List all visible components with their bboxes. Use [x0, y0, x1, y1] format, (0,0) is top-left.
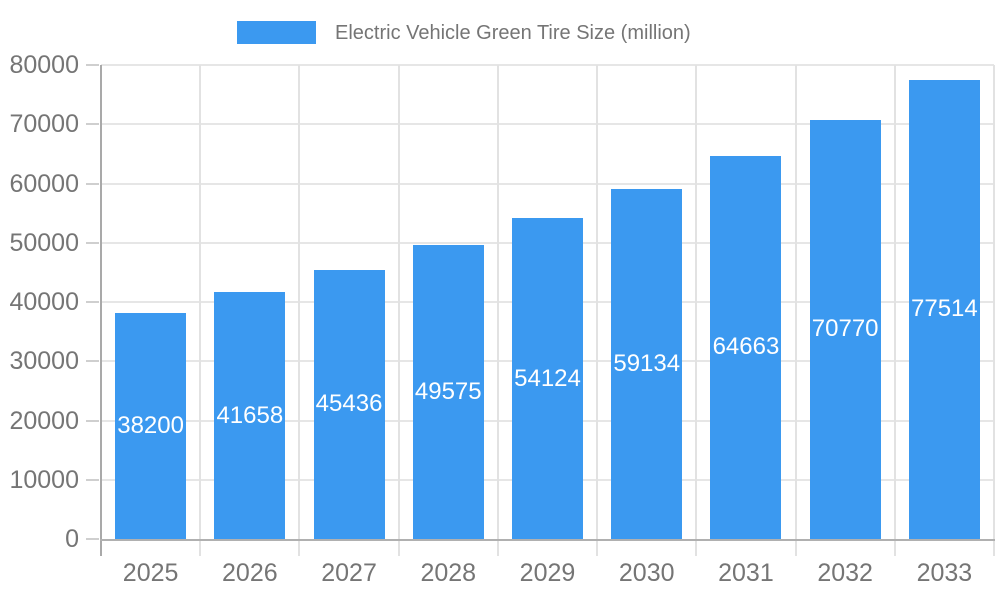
bar-value-label: 59134: [613, 349, 681, 377]
bar[interactable]: 77514: [908, 79, 980, 539]
y-tick-label: 10000: [9, 465, 79, 494]
x-tick-label: 2026: [222, 559, 278, 587]
x-tick-label: 2029: [519, 559, 576, 587]
gridline-vertical: [397, 65, 400, 556]
y-tick-label: 50000: [9, 228, 79, 257]
y-tick-label: 20000: [9, 406, 79, 435]
x-tick-label: 2027: [321, 559, 377, 587]
y-axis-tick: [86, 182, 99, 185]
y-tick-label: 0: [65, 525, 79, 553]
y-tick-label: 60000: [9, 169, 79, 198]
x-axis-line: [100, 539, 995, 541]
bar-value-label: 77514: [911, 295, 978, 323]
gridline-horizontal: [101, 123, 994, 126]
y-axis-tick: [86, 478, 99, 481]
y-axis-tick: [86, 419, 99, 422]
y-tick-label: 40000: [9, 288, 79, 316]
x-tick-label: 2033: [916, 559, 973, 587]
x-tick-label: 2030: [618, 559, 675, 587]
bar[interactable]: 59134: [611, 188, 683, 539]
legend-swatch[interactable]: [237, 21, 316, 44]
y-axis-tick: [86, 123, 99, 126]
gridline-vertical: [794, 65, 797, 556]
y-axis-tick: [86, 360, 99, 363]
gridline-vertical: [596, 65, 599, 556]
bar[interactable]: 41658: [214, 292, 286, 539]
gridline-vertical: [993, 65, 995, 556]
x-tick-label: 2032: [817, 559, 873, 587]
bar[interactable]: 54124: [512, 218, 583, 539]
gridline-horizontal: [101, 182, 994, 185]
bar-value-label: 38200: [117, 411, 184, 439]
bar-value-label: 70770: [811, 315, 879, 343]
y-axis-tick: [86, 241, 99, 244]
bar-value-label: 49575: [414, 378, 482, 406]
gridline-vertical: [695, 65, 698, 556]
legend-label[interactable]: Electric Vehicle Green Tire Size (millio…: [335, 22, 691, 44]
bar-value-label: 54124: [514, 364, 581, 392]
gridline-vertical: [496, 65, 499, 556]
bar[interactable]: 45436: [313, 269, 385, 539]
bar[interactable]: 49575: [412, 245, 484, 539]
y-tick-label: 80000: [9, 51, 79, 79]
gridline-vertical: [298, 65, 301, 556]
y-axis-tick: [86, 538, 99, 540]
gridline-horizontal: [101, 64, 994, 66]
bar-value-label: 45436: [315, 390, 383, 418]
y-tick-label: 70000: [9, 110, 79, 139]
x-tick-label: 2028: [420, 559, 477, 587]
y-axis-tick: [86, 64, 99, 66]
bar-value-label: 41658: [216, 401, 284, 429]
y-axis-line: [100, 65, 102, 556]
bar[interactable]: 64663: [710, 155, 782, 539]
y-tick-label: 30000: [9, 347, 79, 376]
x-tick-label: 2031: [718, 559, 774, 587]
gridline-vertical: [893, 65, 896, 556]
gridline-vertical: [199, 65, 202, 556]
bar[interactable]: 70770: [809, 119, 881, 539]
y-axis-tick: [86, 301, 99, 303]
bar-value-label: 64663: [712, 333, 780, 361]
bar[interactable]: 38200: [115, 312, 187, 539]
x-tick-label: 2025: [122, 559, 179, 587]
